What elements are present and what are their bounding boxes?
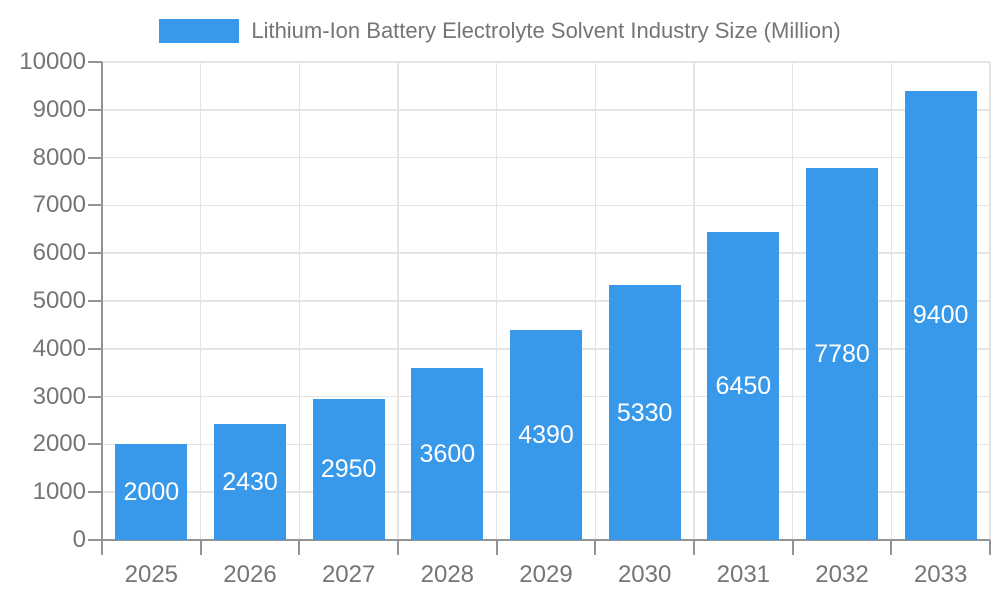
bar-2031[interactable] <box>707 231 780 540</box>
gridline-vertical <box>495 62 498 540</box>
legend-swatch <box>159 19 240 43</box>
bar-2029[interactable] <box>510 330 582 540</box>
x-tick <box>890 540 893 555</box>
bar-value-label: 6450 <box>715 371 772 400</box>
y-tick <box>88 443 102 446</box>
bar-2027[interactable] <box>312 398 385 540</box>
x-tick <box>298 540 301 555</box>
x-tick-label: 2031 <box>716 561 771 588</box>
gridline-vertical <box>199 62 202 540</box>
y-tick-label: 6000 <box>32 239 86 267</box>
x-tick-label: 2028 <box>420 561 475 588</box>
gridline-vertical <box>594 62 597 540</box>
bar-2033[interactable] <box>904 90 977 540</box>
x-tick <box>989 540 991 555</box>
gridline-horizontal <box>102 204 990 207</box>
y-tick <box>88 300 102 302</box>
gridline-horizontal <box>102 252 990 254</box>
gridline-vertical <box>890 62 893 540</box>
y-tick <box>88 539 102 541</box>
gridline-horizontal <box>102 109 990 111</box>
bar-2025[interactable] <box>115 444 188 540</box>
bar-value-label: 2430 <box>222 467 278 496</box>
gridline-horizontal <box>102 61 990 63</box>
y-tick-label: 1000 <box>32 478 86 506</box>
y-tick <box>88 156 102 159</box>
gridline-vertical <box>298 62 301 540</box>
y-axis-line <box>101 62 103 555</box>
legend-item[interactable]: Lithium-Ion Battery Electrolyte Solvent … <box>0 19 1000 43</box>
x-tick <box>397 540 399 555</box>
bar-value-label: 2000 <box>123 478 180 507</box>
x-tick <box>791 540 794 555</box>
x-tick-label: 2027 <box>321 561 376 588</box>
y-tick-label: 2000 <box>32 430 86 458</box>
x-tick <box>495 540 498 555</box>
y-tick <box>88 252 102 255</box>
y-tick-label: 3000 <box>32 382 86 410</box>
bar-value-label: 2950 <box>320 455 377 484</box>
x-tick-label: 2033 <box>913 561 968 588</box>
bar-2026[interactable] <box>214 423 286 540</box>
bar-value-label: 5330 <box>616 398 673 427</box>
x-tick-label: 2026 <box>223 561 277 588</box>
bar-2030[interactable] <box>608 285 681 540</box>
x-tick <box>199 540 202 555</box>
bar-2028[interactable] <box>411 367 484 540</box>
y-tick <box>88 491 102 494</box>
y-tick <box>88 108 102 111</box>
bar-2032[interactable] <box>806 168 878 540</box>
y-tick-label: 4000 <box>32 334 86 362</box>
bar-value-label: 7780 <box>814 340 870 369</box>
bar-value-label: 9400 <box>912 301 969 330</box>
gridline-vertical <box>397 62 399 540</box>
gridline-vertical <box>791 62 794 540</box>
gridline-vertical <box>693 62 695 540</box>
x-tick-label: 2025 <box>124 561 179 588</box>
y-tick-label: 10000 <box>19 48 86 75</box>
y-tick-label: 9000 <box>32 95 86 123</box>
x-tick-label: 2032 <box>815 561 869 588</box>
y-tick-label: 7000 <box>32 191 86 219</box>
x-axis-line <box>88 539 990 541</box>
x-tick <box>594 540 597 555</box>
y-tick <box>88 347 102 350</box>
x-tick-label: 2030 <box>617 561 672 588</box>
gridline-vertical <box>989 62 991 540</box>
bar-value-label: 3600 <box>419 439 476 468</box>
y-tick <box>88 61 102 63</box>
x-tick <box>693 540 695 555</box>
gridline-horizontal <box>102 300 990 302</box>
x-tick-label: 2029 <box>519 561 573 588</box>
y-tick-label: 8000 <box>32 143 86 171</box>
y-tick <box>88 204 102 207</box>
y-tick-label: 0 <box>72 526 86 553</box>
x-tick <box>101 540 103 555</box>
bar-value-label: 4390 <box>518 421 574 450</box>
y-tick <box>88 395 102 398</box>
legend-label: Lithium-Ion Battery Electrolyte Solvent … <box>251 18 841 43</box>
gridline-horizontal <box>102 156 990 159</box>
y-tick-label: 5000 <box>32 287 86 314</box>
